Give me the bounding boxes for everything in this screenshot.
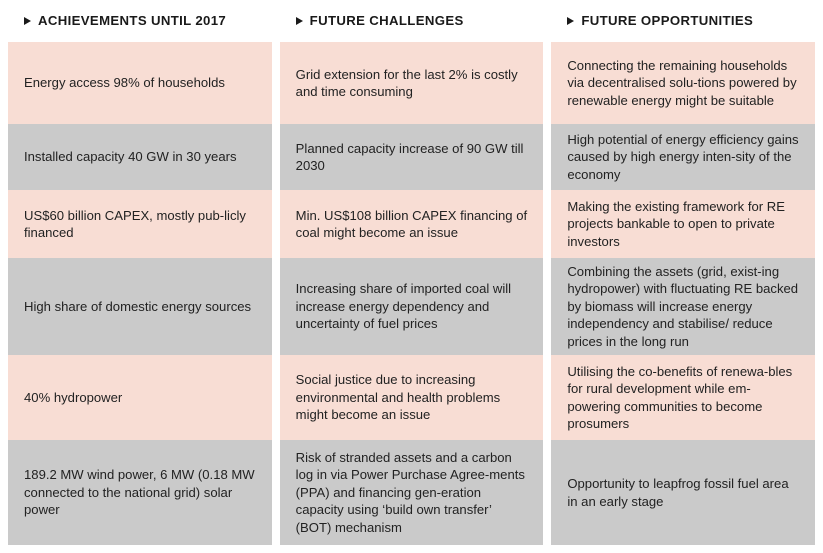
column-header-label: FUTURE OPPORTUNITIES xyxy=(581,13,754,29)
column-header-label: ACHIEVEMENTS UNTIL 2017 xyxy=(38,13,227,29)
table-cell: Increasing share of imported coal will i… xyxy=(279,258,544,355)
table-cell-text: Combining the assets (grid, exist-ing hy… xyxy=(567,263,799,349)
table-cell: High potential of energy efficiency gain… xyxy=(551,124,816,190)
table-cell-text: Risk of stranded assets and a carbon log… xyxy=(295,449,525,535)
table-cell-text: Grid extension for the last 2% is costly… xyxy=(295,66,518,99)
table-cell-text: US$60 billion CAPEX, mostly pub-licly fi… xyxy=(24,207,246,240)
table-cell-text: Increasing share of imported coal will i… xyxy=(295,281,512,332)
triangle-right-icon xyxy=(567,17,575,25)
column-opportunities: FUTURE OPPORTUNITIES Connecting the rema… xyxy=(551,0,816,545)
table-cell: US$60 billion CAPEX, mostly pub-licly fi… xyxy=(8,190,272,258)
table-cell: Utilising the co-benefits of renewa-bles… xyxy=(551,355,816,440)
table-cell: Planned capacity increase of 90 GW till … xyxy=(279,124,544,190)
table-cell-text: Connecting the remaining households via … xyxy=(567,57,797,108)
table-cell-text: Utilising the co-benefits of renewa-bles… xyxy=(567,363,793,431)
table-cell: High share of domestic energy sources xyxy=(8,258,272,355)
column-header-challenges: FUTURE CHALLENGES xyxy=(280,0,544,42)
table-cell-text: Social justice due to increasing environ… xyxy=(295,372,501,423)
table-cell-text: Min. US$108 billion CAPEX financing of c… xyxy=(295,207,528,240)
column-achievements: ACHIEVEMENTS UNTIL 2017 Energy access 98… xyxy=(8,0,272,545)
column-header-achievements: ACHIEVEMENTS UNTIL 2017 xyxy=(8,0,272,42)
table-cell: Installed capacity 40 GW in 30 years xyxy=(8,124,272,190)
table-cell: Connecting the remaining households via … xyxy=(551,42,816,124)
table-cell-text: Making the existing framework for RE pro… xyxy=(567,198,785,249)
table-cell: 40% hydropower xyxy=(8,355,272,440)
table-cell: 189.2 MW wind power, 6 MW (0.18 MW conne… xyxy=(8,440,272,545)
table-cell-text: 40% hydropower xyxy=(24,389,123,405)
table-cell-text: Opportunity to leapfrog fossil fuel area… xyxy=(567,476,789,509)
column-header-label: FUTURE CHALLENGES xyxy=(309,13,464,29)
table-cell: Energy access 98% of households xyxy=(8,42,272,124)
column-header-opportunities: FUTURE OPPORTUNITIES xyxy=(551,0,815,42)
triangle-right-icon xyxy=(24,17,31,25)
table-cell: Combining the assets (grid, exist-ing hy… xyxy=(551,258,816,355)
table-cell: Grid extension for the last 2% is costly… xyxy=(279,42,544,124)
table-cell-text: High share of domestic energy sources xyxy=(24,298,252,314)
table-cell-text: 189.2 MW wind power, 6 MW (0.18 MW conne… xyxy=(24,467,255,518)
table-cell-text: Energy access 98% of households xyxy=(24,75,225,91)
table-cell: Social justice due to increasing environ… xyxy=(279,355,544,440)
column-challenges: FUTURE CHALLENGES Grid extension for the… xyxy=(279,0,544,545)
table-cell-text: Installed capacity 40 GW in 30 years xyxy=(24,149,237,165)
table-cell-text: Planned capacity increase of 90 GW till … xyxy=(295,140,524,173)
table-cell: Making the existing framework for RE pro… xyxy=(551,190,816,258)
triangle-right-icon xyxy=(295,17,303,25)
table-cell: Risk of stranded assets and a carbon log… xyxy=(279,440,544,545)
table-cell: Min. US$108 billion CAPEX financing of c… xyxy=(279,190,544,258)
table-cell: Opportunity to leapfrog fossil fuel area… xyxy=(551,440,816,545)
table-cell-text: High potential of energy efficiency gain… xyxy=(567,131,799,182)
